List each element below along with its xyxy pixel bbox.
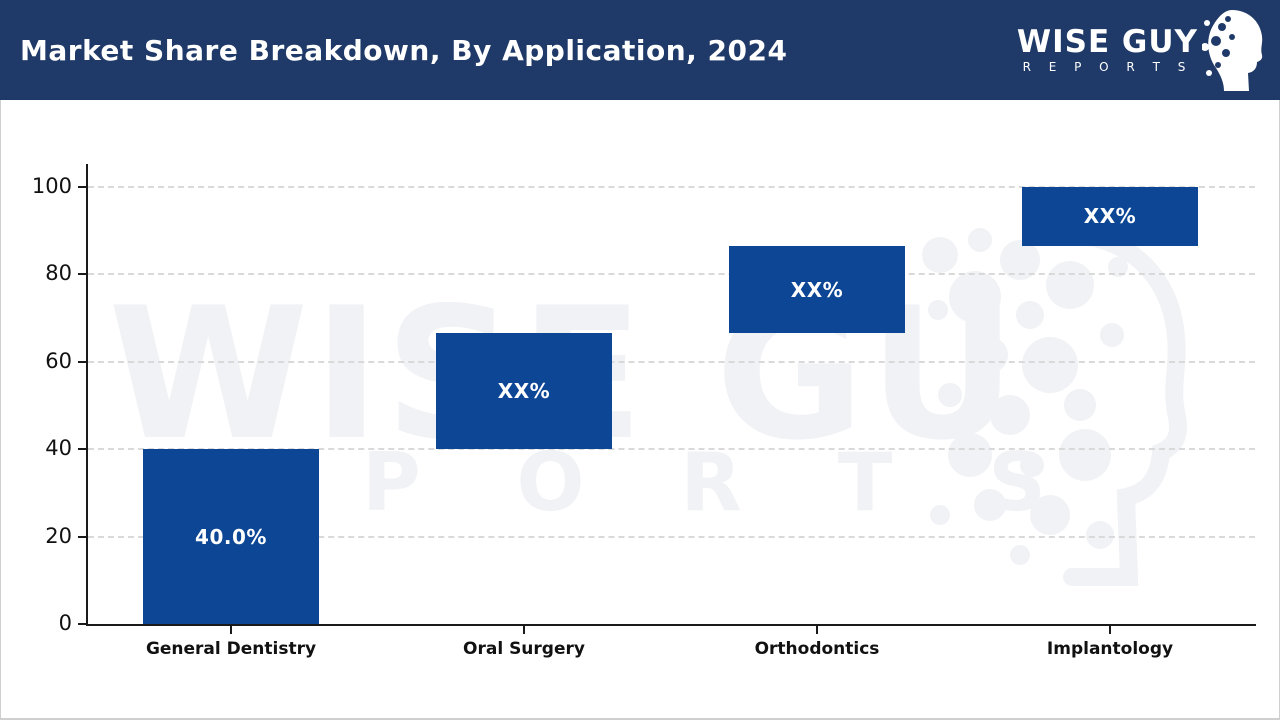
bar-oral-surgery: XX% <box>436 333 612 450</box>
x-axis-label-oral-surgery: Oral Surgery <box>463 639 585 659</box>
y-gridline <box>88 360 1255 363</box>
logo-head-icon <box>1202 10 1263 91</box>
y-gridline <box>88 535 1255 538</box>
watermark-head-dots <box>922 228 1187 586</box>
x-axis-label-orthodontics: Orthodontics <box>754 639 880 659</box>
y-tick-mark <box>78 535 86 538</box>
bar-value-label: 40.0% <box>195 524 267 549</box>
chart-title: Market Share Breakdown, By Application, … <box>20 34 788 67</box>
bar-value-label: XX% <box>790 277 844 302</box>
header-banner: Market Share Breakdown, By Application, … <box>0 0 1280 100</box>
logo-text: WISE GUY R E P O R T S <box>1017 25 1198 75</box>
bar-orthodontics: XX% <box>729 245 905 334</box>
x-axis-line <box>86 624 1256 626</box>
y-tick-label: 80 <box>45 261 72 286</box>
x-tick-mark <box>230 626 232 634</box>
x-tick-mark <box>816 626 818 634</box>
y-tick-mark <box>78 448 86 451</box>
x-axis-label-general-dentistry: General Dentistry <box>145 639 317 659</box>
x-tick-mark <box>523 626 525 634</box>
y-tick-label: 60 <box>45 348 72 373</box>
bar-general-dentistry: 40.0% <box>143 449 319 624</box>
x-axis-label-implantology: Implantology <box>1046 639 1174 659</box>
y-axis-line <box>86 164 88 626</box>
logo-subtitle: R E P O R T S <box>1022 60 1193 74</box>
y-tick-label: 40 <box>45 436 72 461</box>
y-tick-mark <box>78 186 86 188</box>
bar-implantology: XX% <box>1022 187 1198 246</box>
y-gridline <box>88 448 1255 451</box>
x-tick-mark <box>1109 626 1111 634</box>
wise-guy-reports-logo: WISE GUY R E P O R T S <box>1017 6 1266 94</box>
y-gridline <box>88 186 1255 188</box>
y-tick-mark <box>78 360 86 363</box>
y-tick-label: 100 <box>31 174 72 198</box>
y-tick-label: 20 <box>45 523 72 548</box>
y-gridline <box>88 273 1255 276</box>
bar-value-label: XX% <box>1083 204 1137 229</box>
y-tick-mark <box>78 623 86 625</box>
bar-value-label: XX% <box>497 379 551 404</box>
y-tick-label: 0 <box>58 611 72 635</box>
logo-wordmark: WISE GUY <box>1016 24 1198 60</box>
y-tick-mark <box>78 273 86 276</box>
